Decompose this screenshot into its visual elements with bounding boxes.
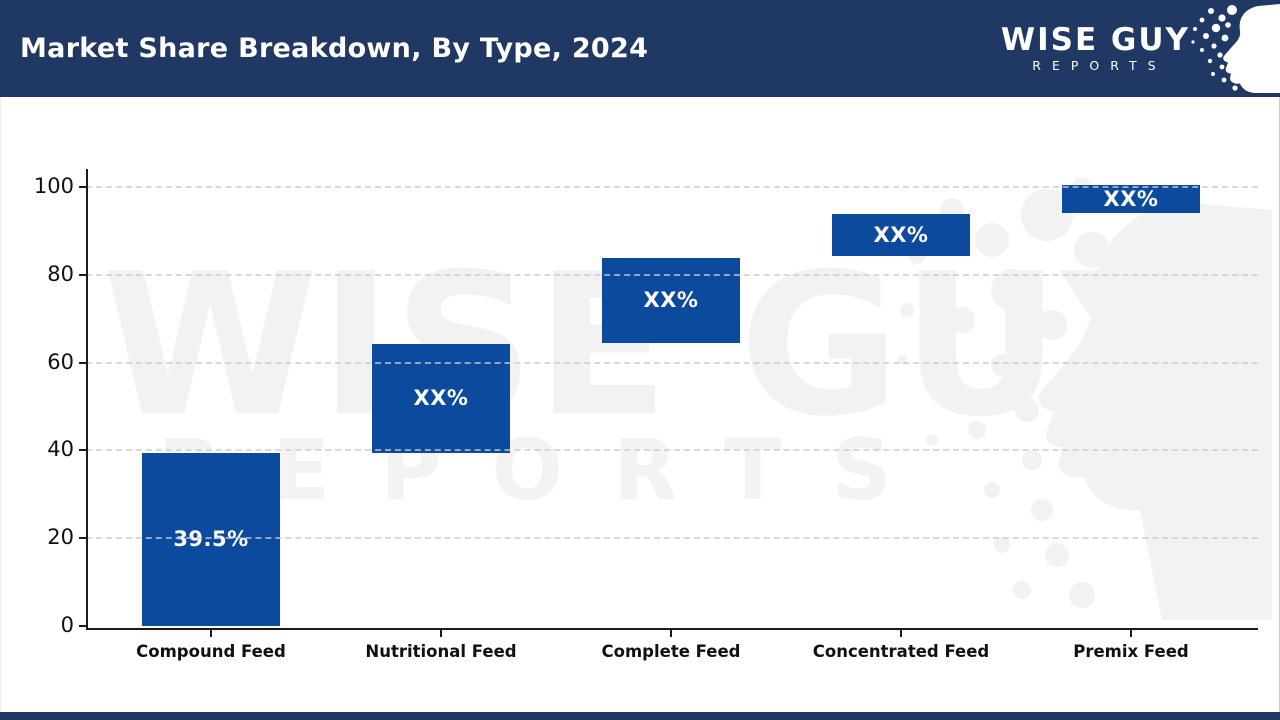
y-tick-label: 40 xyxy=(47,437,74,462)
gridline-100 xyxy=(86,186,1258,188)
y-tick xyxy=(79,537,86,540)
bar-value-label: XX% xyxy=(643,288,699,313)
bar-value-label: 39.5% xyxy=(173,527,249,552)
y-tick xyxy=(79,361,86,364)
page-title: Market Share Breakdown, By Type, 2024 xyxy=(20,33,649,64)
bar-value-label: XX% xyxy=(1103,186,1159,211)
logo-wordmark-line1: WISE GUY xyxy=(1000,21,1190,58)
y-tick-label: 80 xyxy=(47,261,74,286)
brand-logo: WISE GUY REPORTS xyxy=(1001,0,1280,97)
gridline-80 xyxy=(86,273,1258,276)
x-tick xyxy=(210,630,212,637)
y-tick-label: 0 xyxy=(60,613,74,637)
bar-value-label: XX% xyxy=(873,222,929,247)
header: Market Share Breakdown, By Type, 2024 WI… xyxy=(0,0,1280,97)
y-axis-line xyxy=(86,169,88,630)
x-tick xyxy=(1130,630,1132,637)
waterfall-bar-4: XX% xyxy=(832,213,970,256)
y-tick-label: 20 xyxy=(47,525,74,550)
y-tick xyxy=(79,186,86,188)
x-axis-category-label: Concentrated Feed xyxy=(812,642,990,661)
waterfall-bar-2: XX% xyxy=(372,344,510,453)
gridline-60 xyxy=(86,361,1258,364)
chart-plot-area: 39.5% Compound Feed XX% Nutritional Feed XX%… xyxy=(0,97,1280,712)
gridline-20 xyxy=(86,537,1258,540)
x-axis-category-label: Premix Feed xyxy=(1073,642,1189,661)
gridline-40 xyxy=(86,449,1258,452)
x-tick xyxy=(900,630,902,637)
footer-bar xyxy=(0,712,1280,720)
waterfall-bar-3: XX% xyxy=(602,257,740,343)
watermark-reports: REPORTS xyxy=(158,421,942,519)
logo-head-icon xyxy=(1180,0,1280,99)
x-axis-category-label: Nutritional Feed xyxy=(365,642,517,661)
y-tick-label: 100 xyxy=(33,174,74,198)
waterfall-bar-1: 39.5% xyxy=(142,452,280,626)
x-axis-category-label: Complete Feed xyxy=(601,642,741,661)
x-axis-line xyxy=(86,628,1258,630)
y-tick xyxy=(79,273,86,276)
y-tick xyxy=(79,625,86,627)
waterfall-bar-5: XX% xyxy=(1062,184,1200,213)
y-tick xyxy=(79,449,86,452)
bar-value-label: XX% xyxy=(413,386,469,411)
x-axis-category-label: Compound Feed xyxy=(136,642,286,661)
x-tick xyxy=(440,630,442,637)
x-tick xyxy=(670,630,672,637)
logo-wordmark: WISE GUY REPORTS xyxy=(1000,21,1190,73)
logo-wordmark-line2: REPORTS xyxy=(1032,57,1167,73)
y-tick-label: 60 xyxy=(47,349,74,374)
